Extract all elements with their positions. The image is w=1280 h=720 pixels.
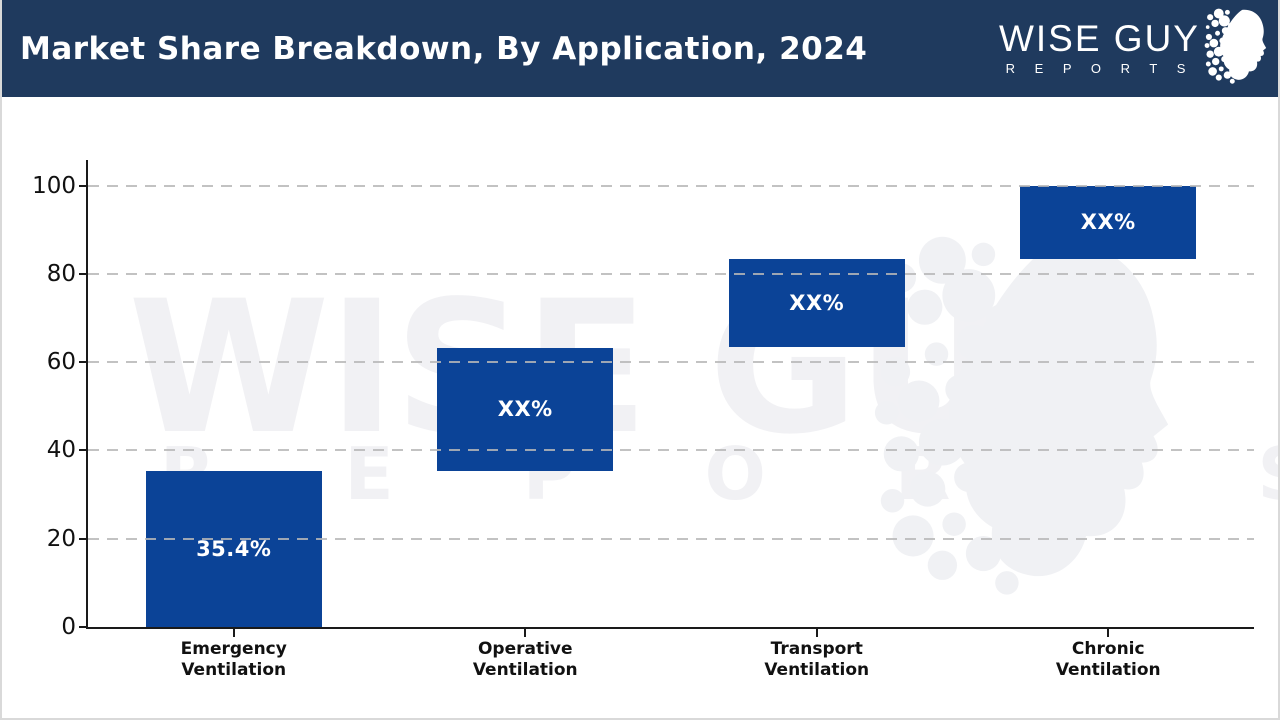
- chart-title: Market Share Breakdown, By Application, …: [20, 30, 868, 67]
- logo-wordmark: WISE GUY: [998, 18, 1200, 59]
- x-axis-label: Chronic Ventilation: [988, 639, 1228, 681]
- logo-text: WISE GUY R E P O R T S: [999, 19, 1200, 77]
- x-tick-mark: [1107, 629, 1110, 637]
- y-gridline: [88, 449, 1254, 452]
- y-axis-line: [86, 160, 88, 629]
- x-axis-label-line: Ventilation: [181, 660, 287, 680]
- x-axis-label-line: Chronic: [1071, 639, 1145, 659]
- bar-value-label: XX%: [1080, 210, 1136, 235]
- y-tick-label: 40: [46, 437, 76, 464]
- bar-segment: XX%: [1020, 185, 1197, 259]
- y-tick-label: 20: [46, 525, 76, 552]
- bar-value-label: 35.4%: [196, 536, 272, 561]
- x-tick-mark: [524, 629, 527, 637]
- y-tick-mark: [79, 184, 88, 187]
- bar-value-label: XX%: [789, 291, 845, 316]
- y-gridline: [88, 184, 1254, 187]
- x-axis-label-line: Ventilation: [1055, 660, 1161, 680]
- x-axis-label: Operative Ventilation: [405, 639, 645, 681]
- x-tick-mark: [232, 629, 235, 637]
- logo-subtitle: R E P O R T S: [1005, 61, 1194, 76]
- x-axis-label-line: Emergency: [180, 639, 287, 659]
- y-gridline: [88, 537, 1254, 540]
- y-tick-label: 60: [46, 349, 76, 376]
- bar-value-label: XX%: [497, 397, 553, 422]
- x-axis-label-line: Transport: [770, 639, 863, 659]
- y-tick-label: 0: [61, 614, 76, 640]
- y-tick-label: 100: [32, 172, 76, 199]
- x-axis-label: Emergency Ventilation: [114, 639, 354, 681]
- bar-segment: XX%: [437, 347, 614, 471]
- wiseguy-head-icon: [1204, 8, 1267, 84]
- header-bar: Market Share Breakdown, By Application, …: [0, 0, 1280, 97]
- x-axis-line: [86, 627, 1254, 629]
- x-tick-mark: [815, 629, 818, 637]
- x-axis-label-line: Ventilation: [472, 660, 578, 680]
- x-axis-label: Transport Ventilation: [697, 639, 937, 681]
- bar-segment: 35.4%: [145, 470, 322, 627]
- wiseguy-logo: WISE GUY R E P O R T S: [999, 6, 1268, 90]
- y-tick-mark: [79, 626, 88, 628]
- y-tick-mark: [79, 449, 88, 452]
- y-tick-mark: [79, 537, 88, 540]
- x-axis-label-line: Ventilation: [764, 660, 870, 680]
- y-tick-mark: [79, 272, 88, 275]
- y-gridline: [88, 272, 1254, 275]
- y-tick-label: 80: [46, 260, 76, 287]
- x-axis-label-line: Operative: [477, 639, 573, 659]
- y-tick-mark: [79, 361, 88, 364]
- y-gridline: [88, 361, 1254, 364]
